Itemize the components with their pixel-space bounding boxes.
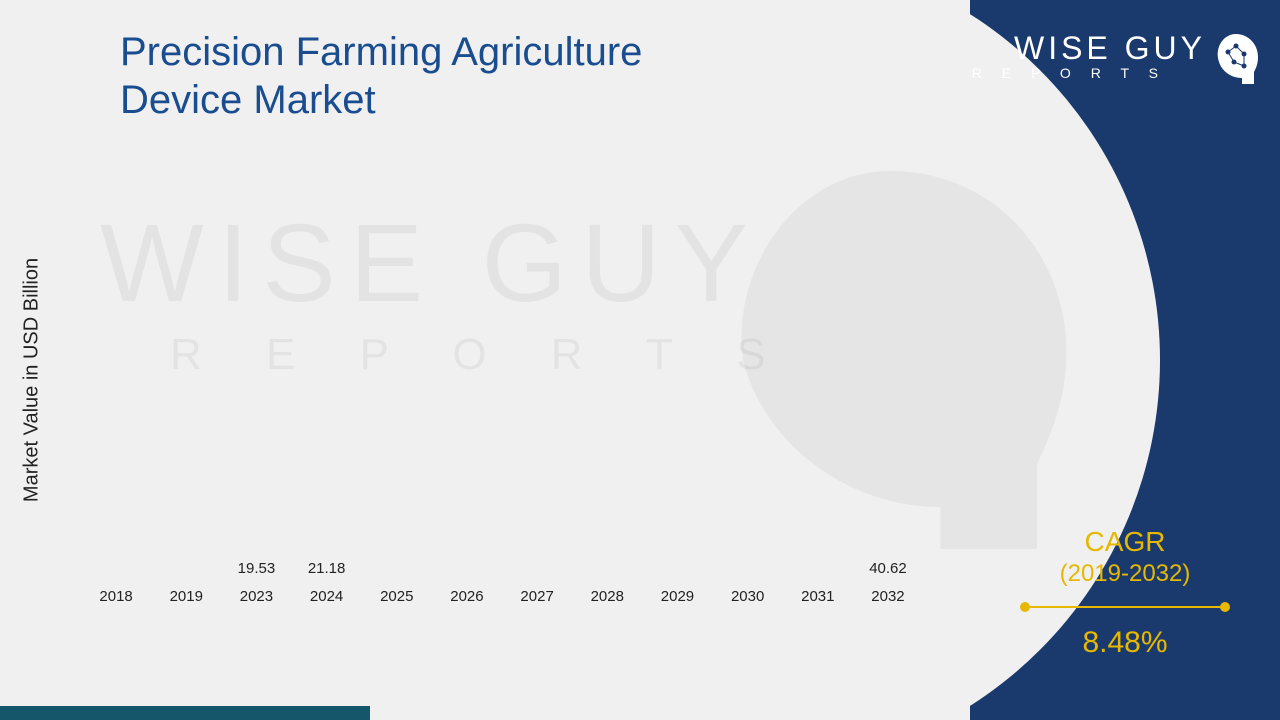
- page-root: WISE GUY R E P O R T S Precision Farming…: [0, 0, 1280, 720]
- head-icon: [1214, 32, 1262, 88]
- x-tick: 2027: [511, 582, 563, 610]
- x-tick: 2023: [230, 582, 282, 610]
- bottom-accent-bar: [0, 706, 370, 720]
- x-tick: 2030: [722, 582, 774, 610]
- chart-title: Precision Farming Agriculture Device Mar…: [120, 28, 770, 124]
- bar-value-label: 40.62: [869, 560, 907, 577]
- y-axis-label: Market Value in USD Billion: [21, 258, 44, 502]
- x-tick: 2026: [441, 582, 493, 610]
- x-tick: 2024: [301, 582, 353, 610]
- bar-value-label: 21.18: [308, 560, 346, 577]
- bars-container: 19.53 21.18 40.62: [84, 150, 920, 582]
- x-tick: 2031: [792, 582, 844, 610]
- x-tick: 2025: [371, 582, 423, 610]
- cagr-range: (2019-2032): [1000, 560, 1250, 588]
- logo-text-main: WISE GUY: [972, 30, 1206, 67]
- x-tick: 2028: [581, 582, 633, 610]
- chart-area: Market Value in USD Billion 19.5321.1840…: [40, 150, 920, 610]
- cagr-value: 8.48%: [1000, 626, 1250, 660]
- cagr-divider: [1025, 606, 1225, 608]
- x-axis: 2018 2019 2023 2024 2025 2026 2027 2028 2029 2030…: [84, 582, 920, 610]
- bar-value-label: 19.53: [238, 560, 276, 577]
- brand-logo: WISE GUY R E P O R T S: [972, 30, 1260, 81]
- x-tick: 2032: [862, 582, 914, 610]
- cagr-label: CAGR: [1000, 526, 1250, 558]
- cagr-block: CAGR (2019-2032) 8.48%: [1000, 526, 1250, 660]
- logo-text-sub: R E P O R T S: [972, 65, 1166, 81]
- plot-area: 19.53 21.18 40.62: [84, 150, 920, 582]
- x-tick: 2029: [651, 582, 703, 610]
- x-tick: 2018: [90, 582, 142, 610]
- x-tick: 2019: [160, 582, 212, 610]
